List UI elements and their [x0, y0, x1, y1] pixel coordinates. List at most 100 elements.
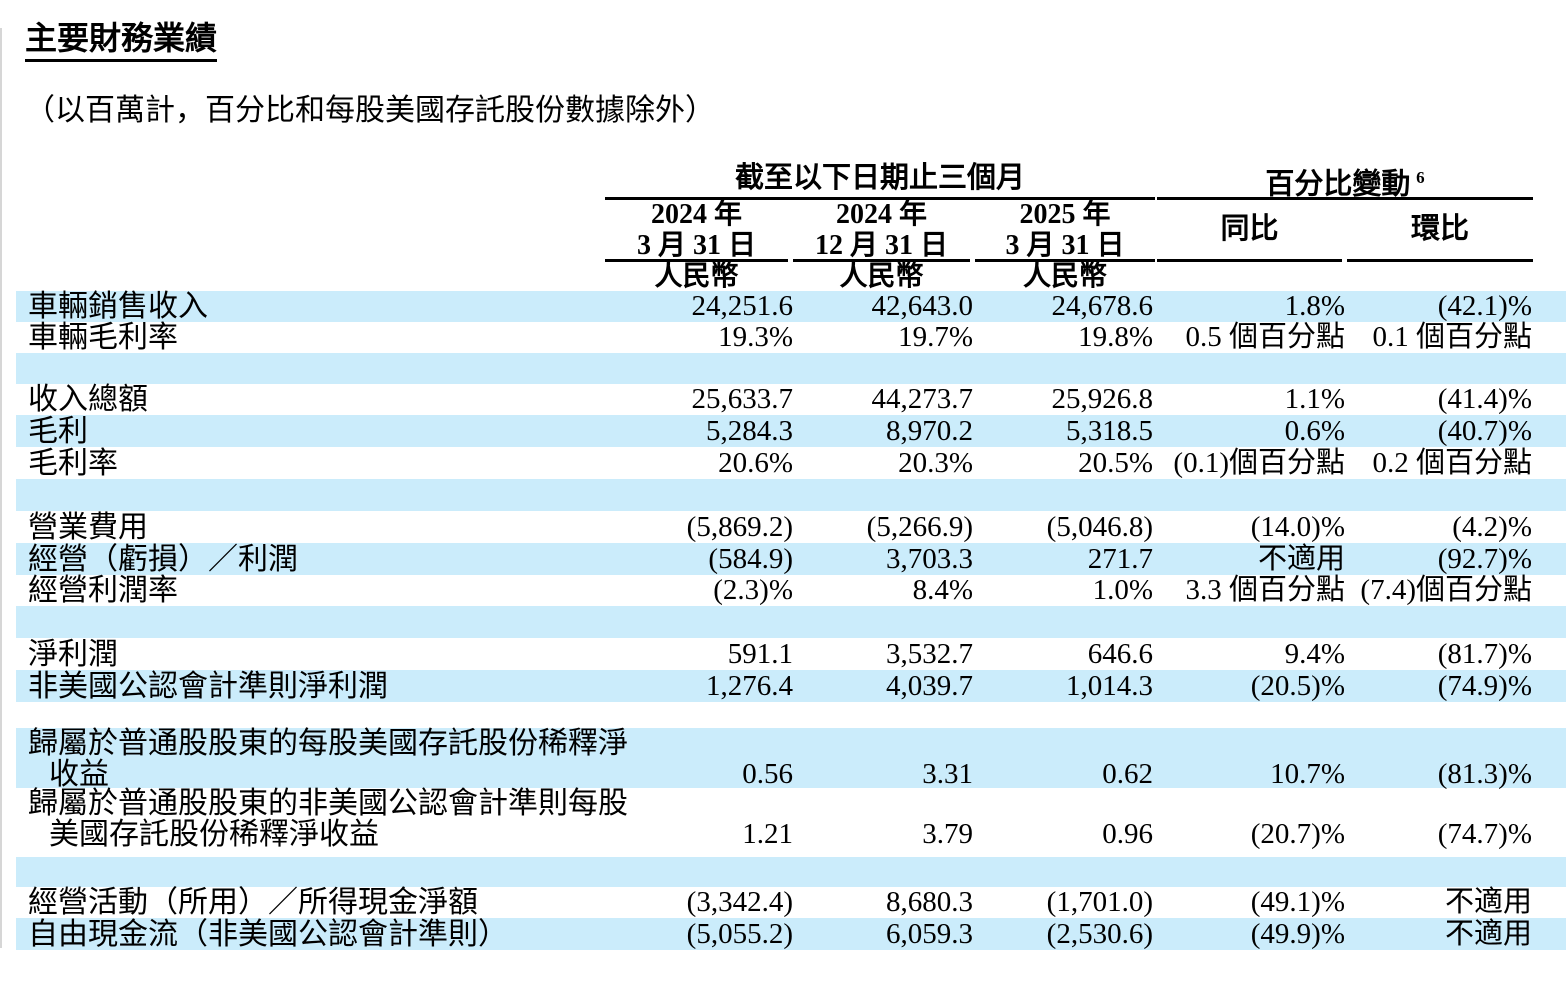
footnote-reference: 6 [1416, 168, 1425, 187]
cell-2024-03-31: 5,284.3 [706, 414, 793, 447]
row-label-line1: 歸屬於普通股股東的每股美國存託股份稀釋淨 [28, 727, 628, 760]
table-row: 歸屬於普通股股東的非美國公認會計準則每股 美國存託股份稀釋淨收益 1.21 3.… [16, 788, 1566, 854]
period-group-rule [605, 197, 1155, 200]
cell-2025-03-31: (2,530.6) [1046, 917, 1153, 950]
cell-qoq: (81.3)% [1437, 758, 1532, 790]
date-line2: 12 月 31 日 [814, 230, 948, 261]
date-line2: 3 月 31 日 [1005, 230, 1125, 261]
cell-2024-12-31: 3.79 [922, 818, 973, 850]
date-line1: 2024 年 [835, 199, 927, 230]
cell-2025-03-31: 0.96 [1102, 818, 1153, 850]
table-row: 非美國公認會計準則淨利潤 1,276.4 4,039.7 1,014.3 (20… [16, 670, 1566, 702]
cell-2024-12-31: 8,680.3 [886, 886, 973, 918]
change-group-header: 百分比變動 6 [1157, 161, 1533, 201]
period-group-label: 截至以下日期止三個月 [734, 162, 1025, 194]
cell-2024-03-31: (584.9) [708, 542, 793, 575]
cell-2024-03-31: 20.6% [718, 446, 793, 479]
cell-2024-03-31: (2.3)% [713, 574, 793, 606]
currency-label: 人民幣 [654, 261, 739, 292]
cell-qoq: 0.1 個百分點 [1372, 321, 1532, 353]
row-label: 收入總額 [28, 383, 148, 416]
cell-2024-03-31: 25,633.7 [691, 383, 794, 415]
cell-yoy: 0.5 個百分點 [1185, 321, 1345, 353]
table-row: 毛利 5,284.3 8,970.2 5,318.5 0.6% (40.7)% [16, 415, 1566, 447]
cell-qoq: (81.7)% [1437, 637, 1532, 670]
cell-2024-12-31: 3,703.3 [886, 542, 973, 575]
table-spacer-row [16, 606, 1566, 638]
cell-2024-12-31: 19.7% [898, 321, 973, 353]
qoq-column-header: 環比 [1410, 213, 1469, 245]
row-label: 非美國公認會計準則淨利潤 [28, 669, 388, 703]
row-label: 歸屬於普通股股東的每股美國存託股份稀釋淨 收益 [16, 727, 628, 791]
page-edge-line [0, 28, 2, 948]
cell-2025-03-31: 646.6 [1087, 637, 1153, 670]
table-spacer-row [16, 479, 1566, 511]
column-rule [1157, 259, 1342, 262]
cell-yoy: 1.1% [1284, 383, 1345, 415]
cell-2024-12-31: (5,266.9) [866, 510, 973, 543]
table-row: 車輛銷售收入 24,251.6 42,643.0 24,678.6 1.8% (… [16, 291, 1566, 322]
row-label: 車輛銷售收入 [28, 290, 208, 323]
cell-2024-03-31: 24,251.6 [691, 290, 794, 322]
cell-2025-03-31: 24,678.6 [1051, 290, 1154, 322]
cell-yoy: (14.0)% [1250, 510, 1345, 543]
row-label: 淨利潤 [28, 637, 118, 671]
cell-qoq: (92.7)% [1437, 542, 1532, 575]
row-label-line2: 美國存託股份稀釋淨收益 [49, 818, 379, 851]
table-row: 收入總額 25,633.7 44,273.7 25,926.8 1.1% (41… [16, 383, 1566, 416]
cell-2025-03-31: 1.0% [1092, 574, 1153, 606]
table-row: 經營利潤率 (2.3)% 8.4% 1.0% 3.3 個百分點 (7.4)個百分… [16, 574, 1566, 607]
cell-2025-03-31: 5,318.5 [1066, 414, 1153, 447]
row-label: 自由現金流（非美國公認會計準則） [28, 917, 508, 951]
cell-2024-03-31: 1,276.4 [706, 669, 793, 702]
cell-2024-12-31: 44,273.7 [871, 383, 974, 415]
row-label-line2: 收益 [49, 758, 109, 791]
cell-qoq: 0.2 個百分點 [1372, 446, 1532, 479]
cell-yoy: (49.9)% [1250, 917, 1345, 950]
cell-2024-12-31: 6,059.3 [886, 917, 973, 950]
date-line1: 2024 年 [650, 199, 742, 230]
column-rule [1347, 259, 1533, 262]
cell-2025-03-31: 0.62 [1102, 758, 1153, 790]
row-label: 歸屬於普通股股東的非美國公認會計準則每股 美國存託股份稀釋淨收益 [16, 787, 628, 851]
column-header-2024-12-31: 2024 年 12 月 31 日 [793, 199, 970, 261]
cell-qoq: (40.7)% [1437, 414, 1532, 447]
cell-2025-03-31: (1,701.0) [1046, 886, 1153, 918]
row-label: 毛利 [28, 414, 88, 448]
cell-yoy: 10.7% [1270, 758, 1345, 790]
cell-yoy: (20.7)% [1250, 818, 1345, 850]
cell-2024-03-31: 0.56 [742, 758, 793, 790]
table-row: 經營（虧損）／利潤 (584.9) 3,703.3 271.7 不適用 (92.… [16, 543, 1566, 575]
change-group-rule [1157, 197, 1533, 200]
cell-2025-03-31: 271.7 [1087, 542, 1153, 575]
yoy-column-header: 同比 [1220, 213, 1279, 245]
cell-yoy: 9.4% [1284, 637, 1345, 670]
cell-yoy: (49.1)% [1250, 886, 1345, 918]
cell-2024-12-31: 3,532.7 [886, 637, 973, 670]
cell-2025-03-31: 1,014.3 [1066, 669, 1153, 702]
column-header-2024-03-31: 2024 年 3 月 31 日 [605, 199, 788, 261]
cell-qoq: (74.9)% [1437, 669, 1532, 702]
cell-2024-12-31: 20.3% [898, 446, 973, 479]
page-subtitle: （以百萬計，百分比和每股美國存託股份數據除外） [25, 94, 715, 127]
column-rule [975, 259, 1155, 262]
cell-yoy: 1.8% [1284, 290, 1345, 322]
cell-2025-03-31: 20.5% [1078, 446, 1153, 479]
cell-2024-12-31: 8,970.2 [886, 414, 973, 447]
row-label: 經營利潤率 [28, 574, 178, 607]
cell-qoq: (4.2)% [1452, 510, 1532, 543]
cell-2025-03-31: 25,926.8 [1051, 383, 1154, 415]
row-label: 經營活動（所用）／所得現金淨額 [28, 886, 478, 919]
column-header-2025-03-31: 2025 年 3 月 31 日 [975, 199, 1155, 261]
cell-2024-03-31: (3,342.4) [686, 886, 793, 918]
cell-2024-03-31: 1.21 [742, 818, 793, 850]
row-label: 經營（虧損）／利潤 [28, 542, 298, 576]
cell-2025-03-31: 19.8% [1078, 321, 1153, 353]
row-label: 營業費用 [28, 510, 148, 544]
row-label-line1: 歸屬於普通股股東的非美國公認會計準則每股 [28, 787, 628, 820]
table-spacer-row [16, 857, 1566, 887]
cell-qoq: 不適用 [1444, 886, 1532, 918]
column-rule [605, 259, 788, 262]
page-title: 主要財務業績 [25, 20, 218, 62]
cell-yoy: 0.6% [1284, 414, 1345, 447]
